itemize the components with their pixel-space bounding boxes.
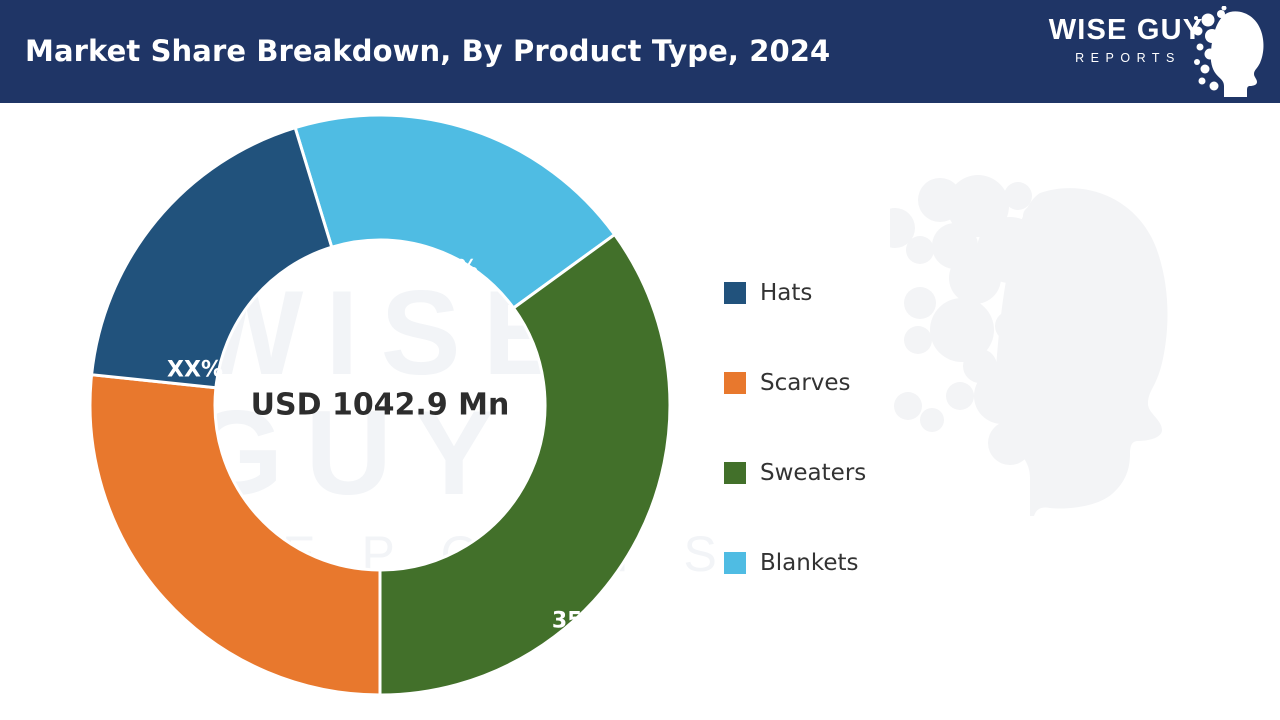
legend-label-blankets: Blankets <box>760 550 859 576</box>
legend-label-sweaters: Sweaters <box>760 460 867 486</box>
legend-swatch-hats <box>724 282 746 304</box>
donut-svg <box>88 113 672 697</box>
slice-label-sweaters: 35.4% <box>551 608 629 634</box>
legend-item-scarves[interactable]: Scarves <box>724 338 974 428</box>
logo-text: WISE GUY REPORTS <box>1046 16 1206 65</box>
donut-slices <box>88 113 672 697</box>
brand-logo: WISE GUY REPORTS <box>1040 4 1272 99</box>
chart-area: WISE GUY REPORTS <box>0 103 1280 720</box>
chart-legend: Hats Scarves Sweaters Blankets <box>724 248 974 608</box>
logo-main-text: WISE GUY <box>1048 14 1204 46</box>
slice-hats[interactable] <box>89 125 334 390</box>
logo-sub-text: REPORTS <box>1075 51 1181 65</box>
slice-blankets[interactable] <box>293 113 617 311</box>
slice-label-scarves: XX% <box>177 657 233 683</box>
donut-chart: XX% 35.4% XX% XX% USD 1042.9 Mn <box>60 103 700 720</box>
slice-sweaters[interactable] <box>378 232 672 697</box>
legend-item-hats[interactable]: Hats <box>724 248 974 338</box>
legend-item-sweaters[interactable]: Sweaters <box>724 428 974 518</box>
slice-scarves[interactable] <box>88 373 382 697</box>
header-bar: Market Share Breakdown, By Product Type,… <box>0 0 1280 103</box>
slice-label-hats: XX% <box>167 357 223 383</box>
legend-swatch-blankets <box>724 552 746 574</box>
legend-swatch-scarves <box>724 372 746 394</box>
legend-swatch-sweaters <box>724 462 746 484</box>
legend-label-scarves: Scarves <box>760 370 851 396</box>
legend-label-hats: Hats <box>760 280 813 306</box>
page-title: Market Share Breakdown, By Product Type,… <box>25 34 831 68</box>
head-profile-dots-icon <box>1193 5 1272 102</box>
center-value-label: USD 1042.9 Mn <box>250 387 510 423</box>
legend-item-blankets[interactable]: Blankets <box>724 518 974 608</box>
slice-label-blankets: XX% <box>422 256 478 282</box>
